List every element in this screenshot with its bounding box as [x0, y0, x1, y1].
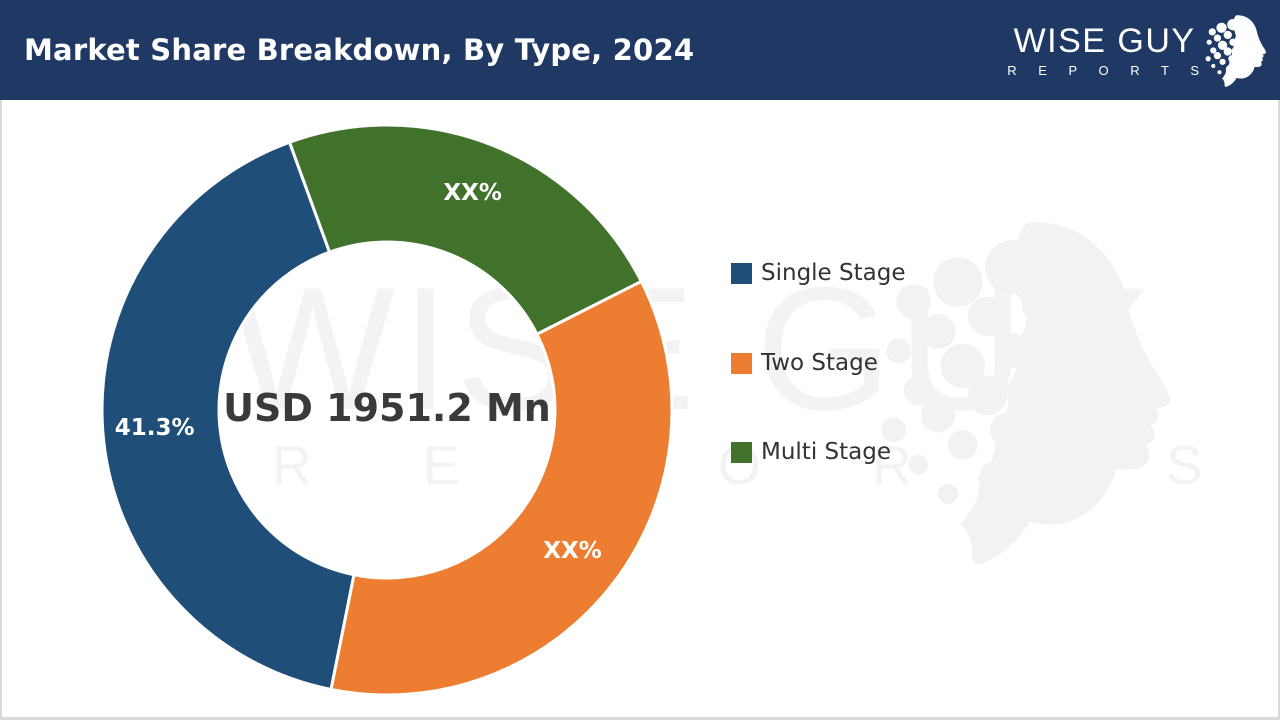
segment-label-two-stage: XX% [543, 538, 602, 564]
header-bar: Market Share Breakdown, By Type, 2024 WI… [0, 0, 1280, 100]
donut-center-value: USD 1951.2 Mn [223, 386, 551, 430]
legend-label-single-stage: Single Stage [761, 260, 906, 286]
wiseguy-logo: WISE GUY R E P O R T S [1001, 12, 1266, 90]
page-title: Market Share Breakdown, By Type, 2024 [24, 33, 695, 67]
legend-item-single-stage: Single Stage [731, 260, 905, 288]
legend-item-multi-stage: Multi Stage [731, 439, 905, 467]
donut-segment-two-stage [329, 279, 674, 697]
donut-segment-single-stage [100, 140, 356, 691]
legend-swatch-two-stage [731, 352, 752, 374]
legend-item-two-stage: Two Stage [731, 350, 905, 378]
chart-legend: Single Stage Two Stage Multi Stage [731, 260, 905, 467]
legend-label-two-stage: Two Stage [761, 349, 878, 376]
legend-label-multi-stage: Multi Stage [761, 439, 891, 466]
chart-area: WISE GUY R E P O R T S USD 1951.2 Mn Sin… [0, 100, 1280, 720]
logo-primary-text: WISE GUY [1013, 22, 1196, 61]
segment-label-multi-stage: XX% [443, 180, 502, 207]
segment-label-single-stage: 41.3% [114, 414, 195, 441]
logo-secondary-text: R E P O R T S [1007, 62, 1208, 78]
wiseguy-face-icon [1205, 15, 1266, 87]
donut-segment-multi-stage [288, 123, 643, 336]
watermark-face-icon [881, 222, 1170, 564]
donut-chart [100, 123, 674, 697]
wiseguy-logo-text: WISE GUY R E P O R T S [1001, 22, 1208, 78]
legend-swatch-multi-stage [731, 442, 752, 464]
legend-swatch-single-stage [731, 263, 752, 285]
